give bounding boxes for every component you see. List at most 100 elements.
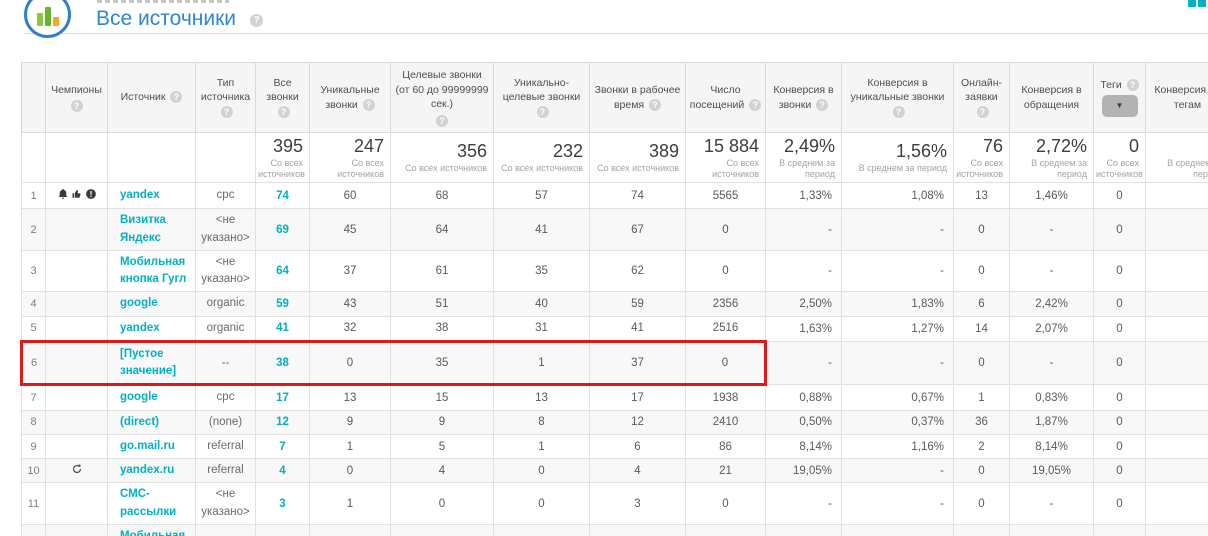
cell-tags: 0 [1093, 384, 1146, 411]
champions-cell [45, 523, 108, 536]
help-icon[interactable]: ? [649, 98, 662, 111]
col-conversion-calls[interactable]: Конверсия в звонки ? [765, 61, 842, 134]
cell-visits: 2356 [685, 291, 766, 317]
tags-filter-button[interactable]: ▼ [1101, 95, 1138, 118]
source-link[interactable]: (direct) [120, 415, 159, 428]
cell-online-leads: 1 [953, 384, 1010, 411]
row-number: 5 [21, 315, 46, 342]
row-number: 8 [21, 409, 46, 435]
source-type-cell: referral [195, 433, 256, 460]
help-icon[interactable]: ? [816, 98, 829, 111]
help-icon[interactable]: ? [277, 106, 290, 119]
help-icon[interactable]: ? [436, 115, 448, 128]
table-row: 2 Визитка Яндекс <не указано> 69 45 64 41 67 0- -… [21, 208, 1208, 251]
cell-unique-calls: 43 [309, 291, 391, 317]
source-link[interactable]: Мобильная кнопка Общая [120, 529, 186, 536]
champions-cell [45, 291, 108, 317]
source-link[interactable]: google [120, 297, 158, 310]
cell-conversion-unique-calls: 1,83% [841, 291, 954, 317]
cell-all-calls[interactable]: 59 [255, 291, 310, 317]
cell-all-calls[interactable]: 41 [255, 315, 310, 342]
table-row: 9 go.mail.ru referral 7 1 5 1 6 86 8,14% 1,16% 2 8,1… [21, 433, 1208, 460]
cell-conversion-appeals: - [1009, 208, 1094, 251]
source-link[interactable]: yandex [120, 321, 160, 334]
cell-all-calls[interactable]: 2 [255, 523, 310, 536]
help-icon[interactable]: ? [749, 98, 762, 111]
table-view-icon[interactable] [1188, 0, 1206, 8]
source-link[interactable]: yandex [120, 189, 160, 202]
cell-target-calls: 38 [390, 315, 494, 342]
cell-conversion-tags: - [1145, 182, 1208, 210]
col-source[interactable]: Источник ? [107, 61, 196, 134]
source-link[interactable]: google [120, 391, 158, 404]
cell-all-calls[interactable]: 17 [255, 384, 310, 411]
source-link[interactable]: go.mail.ru [120, 439, 175, 452]
cell-work-time-calls: 41 [589, 315, 686, 342]
cell-all-calls[interactable]: 64 [255, 249, 310, 293]
source-link[interactable]: Мобильная кнопка Гугл [120, 255, 187, 286]
cell-unique-target-calls: 31 [493, 315, 590, 342]
table-row: 5 yandex organic 41 32 38 31 41 2516 1,63% 1,27% 14… [21, 315, 1208, 342]
col-target-calls[interactable]: Целевые звонки (от 60 до 99999999 сек.)? [390, 61, 494, 134]
cell-work-time-calls: 37 [589, 339, 686, 387]
cell-all-calls[interactable]: 74 [255, 182, 310, 210]
help-icon[interactable]: ? [362, 98, 375, 111]
col-conversion-unique-calls[interactable]: Конверсия в уникальные звонки ? [841, 61, 954, 134]
thumbs-up-icon[interactable] [71, 188, 83, 200]
title-help-icon[interactable]: ? [250, 14, 263, 27]
cell-all-calls[interactable]: 7 [255, 433, 310, 460]
cell-conversion-unique-calls: - [841, 249, 954, 293]
help-icon[interactable]: ? [1126, 78, 1139, 91]
cell-tags: 0 [1093, 458, 1146, 484]
col-online-leads[interactable]: Онлайн-заявки ? [953, 61, 1010, 134]
source-cell: yandex [107, 182, 196, 210]
cell-tags: 0 [1093, 409, 1146, 435]
cell-all-calls[interactable]: 3 [255, 482, 310, 525]
help-icon[interactable]: ? [892, 106, 905, 119]
source-link[interactable]: СМС-рассылки [120, 488, 177, 518]
cell-conversion-appeals: 2,42% [1009, 291, 1094, 317]
cell-online-leads: 0 [953, 249, 1010, 293]
cell-target-calls: 1 [390, 523, 494, 536]
source-link[interactable]: [Пустое значение] [120, 347, 177, 378]
source-link[interactable]: Визитка Яндекс [120, 214, 166, 244]
col-all-calls[interactable]: Все звонки ? [255, 61, 310, 134]
help-icon[interactable]: ? [976, 106, 989, 119]
cell-all-calls[interactable]: 12 [255, 409, 310, 435]
cell-conversion-tags: - [1145, 523, 1208, 536]
cell-all-calls[interactable]: 69 [255, 208, 310, 251]
alert-icon[interactable] [85, 188, 97, 200]
col-source-type[interactable]: Тип источника ? [195, 61, 256, 134]
bell-icon[interactable] [57, 188, 69, 200]
cell-conversion-unique-calls: - [841, 482, 954, 525]
col-conversion-tags[interactable]: Конверсия по тегам [1145, 61, 1208, 134]
col-champions[interactable]: Чемпионы? [45, 61, 108, 134]
cell-all-calls[interactable]: 4 [255, 458, 310, 484]
source-type-cell: <не указано> [195, 482, 256, 525]
col-visits[interactable]: Число посещений ? [685, 61, 766, 134]
col-work-time-calls[interactable]: Звонки в рабочее время ? [589, 61, 686, 134]
cell-all-calls[interactable]: 38 [255, 339, 310, 387]
source-type-cell: referral [195, 458, 256, 484]
cell-conversion-appeals: - [1009, 482, 1094, 525]
cell-work-time-calls: 6 [589, 433, 686, 460]
cell-conversion-calls: 0,88% [765, 384, 842, 411]
cell-visits: 0 [685, 482, 766, 525]
cell-visits: 86 [685, 433, 766, 460]
source-type-cell: cpc [195, 384, 256, 411]
help-icon[interactable]: ? [70, 100, 83, 113]
row-number: 7 [21, 384, 46, 411]
col-tags[interactable]: Теги ? ▼ [1093, 61, 1146, 134]
help-icon[interactable]: ? [220, 106, 233, 119]
col-conversion-appeals[interactable]: Конверсия в обращения [1009, 61, 1094, 134]
col-unique-calls[interactable]: Уникальные звонки ? [309, 61, 391, 134]
help-icon[interactable]: ? [536, 106, 549, 119]
refresh-icon[interactable] [71, 463, 83, 475]
cell-unique-calls: 37 [309, 249, 391, 293]
col-unique-target-calls[interactable]: Уникально-целевые звонки ? [493, 61, 590, 134]
cell-work-time-calls: 59 [589, 291, 686, 317]
source-link[interactable]: yandex.ru [120, 464, 175, 477]
help-icon[interactable]: ? [170, 91, 183, 104]
cell-online-leads: 0 [953, 458, 1010, 484]
